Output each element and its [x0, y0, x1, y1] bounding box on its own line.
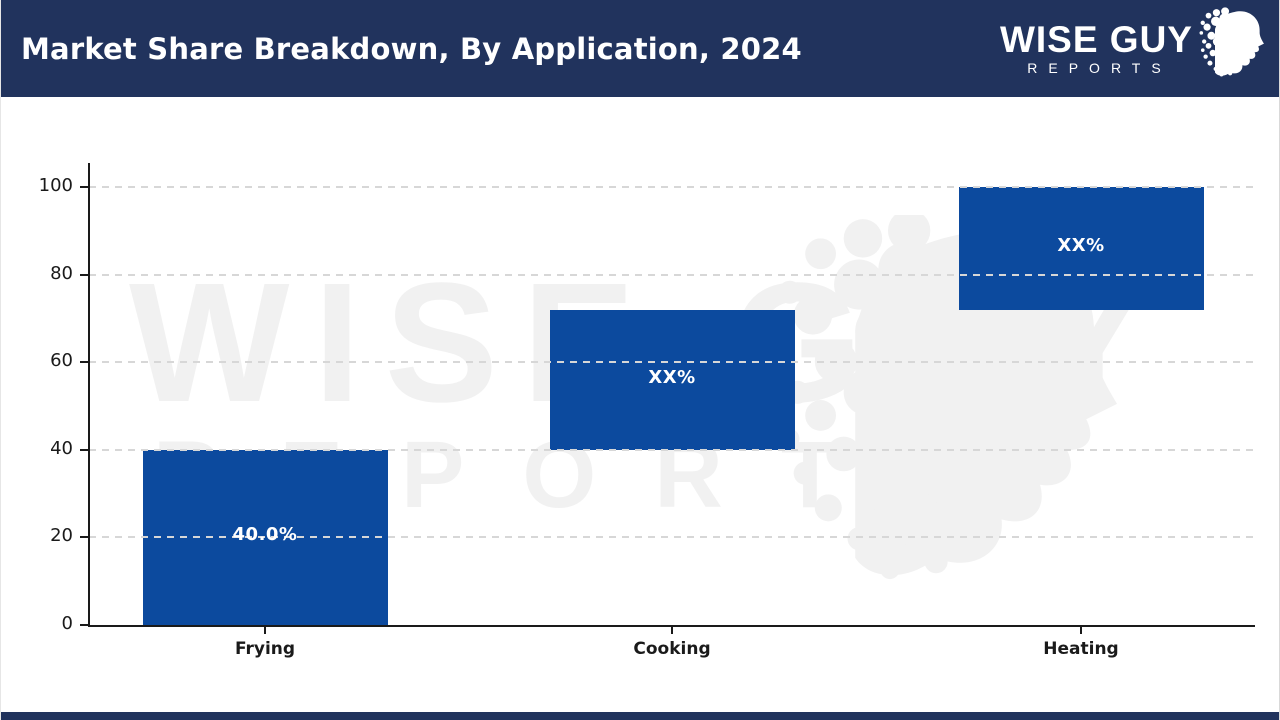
x-tick-label-frying: Frying	[234, 639, 296, 659]
x-tick-label-cooking: Cooking	[633, 639, 711, 659]
gridline-100	[89, 186, 1254, 188]
footer-accent-bar	[1, 712, 1279, 720]
x-tick-label-heating: Heating	[1043, 639, 1119, 659]
y-tick-label-100: 100	[38, 175, 73, 196]
y-tickmark-0	[80, 624, 88, 626]
y-tick-label-0: 0	[61, 613, 73, 634]
bar-heating	[958, 187, 1204, 310]
y-tickmark-80	[80, 273, 88, 276]
x-tickmark-frying	[264, 627, 266, 634]
bar-value-label-cooking: XX%	[648, 366, 696, 388]
gridline-20	[89, 536, 1254, 539]
bar-value-label-heating: XX%	[1057, 235, 1105, 257]
brand-wordmark: WISE GUY REPORTS	[1000, 21, 1193, 75]
page-title: Market Share Breakdown, By Application, …	[21, 31, 802, 66]
brand-subtitle-text: REPORTS	[1027, 60, 1172, 76]
gridline-60	[89, 361, 1254, 364]
x-tickmark-cooking	[671, 627, 673, 634]
y-tick-label-40: 40	[50, 437, 73, 459]
bar-value-label-frying: 40.0%	[232, 524, 298, 546]
y-tickmark-40	[80, 448, 88, 451]
bar-cooking	[549, 309, 795, 450]
y-tick-label-80: 80	[50, 262, 73, 284]
y-tickmark-60	[80, 361, 88, 364]
y-tick-label-20: 20	[50, 525, 73, 547]
y-tickmark-100	[80, 186, 88, 188]
y-tick-label-60: 60	[50, 350, 73, 372]
gridline-40	[89, 448, 1254, 451]
x-tickmark-heating	[1080, 627, 1082, 634]
y-axis-line	[88, 163, 90, 627]
header-bar: Market Share Breakdown, By Application, …	[1, 0, 1279, 97]
x-axis-line	[88, 625, 1255, 627]
brand-logo: WISE GUY REPORTS	[1000, 5, 1269, 91]
brand-name-text: WISE GUY	[999, 19, 1193, 60]
y-tickmark-20	[80, 536, 88, 539]
gridline-80	[89, 273, 1254, 276]
